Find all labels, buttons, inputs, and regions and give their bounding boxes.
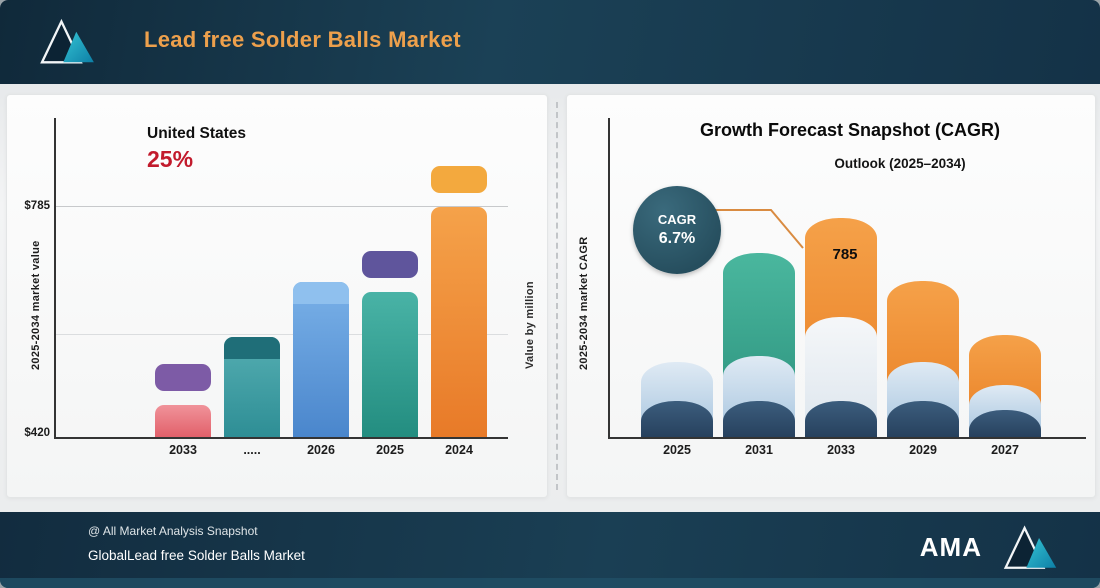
right-bar-2029-segment-navy <box>887 401 959 437</box>
left-y-tick-420: $420 <box>24 427 50 439</box>
footer-market-name: GlobalLead free Solder Balls Market <box>88 548 305 563</box>
value-by-million-label: Value by million <box>524 281 536 370</box>
right-x-label-2033: 2033 <box>827 443 855 457</box>
left-bar-2025 <box>362 292 418 437</box>
cagr-badge-value: 6.7% <box>658 230 696 247</box>
right-x-label-2025: 2025 <box>663 443 691 457</box>
left-y-tick-785: $785 <box>24 200 50 212</box>
left-bar-2026 <box>293 282 349 437</box>
right-y-axis-label: 2025-2034 market CAGR <box>578 236 590 370</box>
right-chart-title: Growth Forecast Snapshot (CAGR) <box>699 120 1000 140</box>
left-chart-title: United States <box>147 125 247 142</box>
right-bar-2033-segment-navy <box>805 401 877 437</box>
left-bar-2024 <box>431 207 487 437</box>
gridline-785 <box>56 206 508 207</box>
left-x-label-2024: 2024 <box>445 443 473 457</box>
right-chart-subtitle: Outlook (2025–2034) <box>834 156 966 171</box>
footer-tagline: @ All Market Analysis Snapshot <box>88 524 258 538</box>
right-x-label-2029: 2029 <box>909 443 937 457</box>
left-chart-growth-value: 25% <box>147 146 194 172</box>
panel-divider <box>556 102 558 490</box>
ama-logo-icon <box>40 18 94 64</box>
right-x-label-2031: 2031 <box>745 443 773 457</box>
left-y-axis <box>54 118 56 439</box>
left-x-label-2025: 2025 <box>376 443 404 457</box>
page-title: Lead free Solder Balls Market <box>144 27 461 52</box>
left-bar-cap <box>155 364 211 391</box>
gridline-mid <box>56 334 508 335</box>
left-x-label-2033: 2033 <box>169 443 197 457</box>
right-x-label-2027: 2027 <box>991 443 1019 457</box>
footer-brand-text: AMA <box>919 532 982 562</box>
right-bar-2027-segment-navy <box>969 410 1041 437</box>
left-bar-2033 <box>155 405 211 437</box>
left-x-label-.....: ..... <box>243 443 261 457</box>
right-bar-2025-segment-navy <box>641 401 713 437</box>
footer: @ All Market Analysis Snapshot GlobalLea… <box>0 512 1100 588</box>
left-x-axis <box>54 437 508 439</box>
cagr-badge: CAGR 6.7% <box>633 186 721 274</box>
right-y-axis <box>608 118 610 439</box>
left-x-label-2026: 2026 <box>307 443 335 457</box>
left-bar-cap <box>293 282 349 304</box>
peak-value-label: 785 <box>832 246 858 263</box>
header: Lead free Solder Balls Market <box>0 0 1100 84</box>
left-bar-cap <box>362 251 418 278</box>
left-bar-cap <box>431 166 487 193</box>
cagr-connector-line <box>711 209 804 249</box>
right-x-axis <box>608 437 1086 439</box>
left-y-axis-label: 2025-2034 market value <box>30 240 42 371</box>
left-bar-cap <box>224 337 280 359</box>
ama-logo-icon <box>1003 525 1057 569</box>
right-bar-2031-segment-navy <box>723 401 795 437</box>
cagr-badge-label: CAGR <box>657 212 697 227</box>
